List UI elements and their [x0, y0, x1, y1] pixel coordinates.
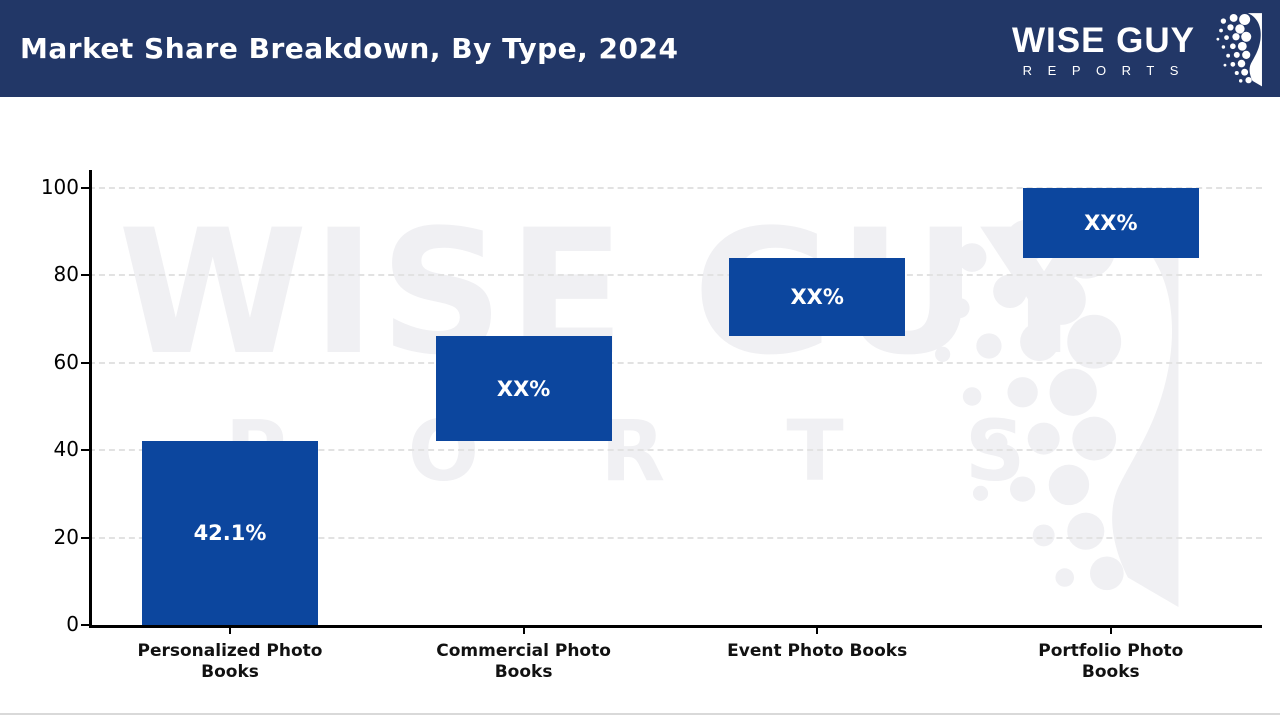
y-axis-tick-label: 40: [53, 437, 79, 461]
y-axis-tick-label: 0: [66, 612, 79, 636]
bar-value-label: XX%: [1084, 210, 1138, 235]
footer-divider: [0, 713, 1280, 715]
logo: WISE GUY R E P O R T S: [1012, 6, 1262, 92]
y-axis-tick-mark: [81, 449, 89, 451]
x-axis-tick-mark: [229, 627, 231, 634]
gridline: [89, 274, 1262, 276]
gridline: [89, 536, 1262, 539]
x-axis-tick-mark: [522, 627, 525, 634]
x-axis-tick-mark: [816, 627, 819, 634]
y-axis-tick-label: 60: [53, 349, 79, 374]
gridline: [89, 361, 1262, 364]
y-axis-tick-mark: [81, 536, 89, 539]
logo-text: WISE GUY R E P O R T S: [1012, 21, 1195, 78]
logo-subtitle: R E P O R T S: [1022, 62, 1185, 78]
bar-personalized-photo-books: 42.1%: [142, 440, 318, 625]
bar-portfolio-photo-books: XX%: [1022, 187, 1199, 258]
gridline: [89, 186, 1262, 189]
x-axis-category-label: Commercial Photo Books: [436, 641, 611, 683]
watermark-text-2: P O R T S: [225, 402, 1072, 500]
page-title: Market Share Breakdown, By Type, 2024: [20, 32, 679, 65]
y-axis-tick-mark: [81, 274, 89, 276]
y-axis-tick-label: 20: [53, 524, 79, 549]
x-axis-category-label: Event Photo Books: [727, 641, 908, 661]
y-axis-tick-mark: [81, 186, 89, 189]
y-axis-tick-label: 80: [53, 262, 79, 286]
watermark-face-icon: [935, 215, 1179, 607]
gridline: [89, 449, 1262, 451]
y-axis-tick-label: 100: [40, 174, 79, 199]
x-axis-category-label: Portfolio Photo Books: [1038, 641, 1184, 683]
logo-face-icon: [1216, 13, 1262, 87]
bar-value-label: XX%: [790, 284, 844, 309]
header-bar: Market Share Breakdown, By Type, 2024 WI…: [0, 0, 1280, 97]
x-axis-line: [89, 625, 1262, 628]
x-axis-category-label: Personalized Photo Books: [137, 641, 323, 683]
chart: WISE GUY P O R T S 0 20 40 60 80 100 42.1% Pers…: [0, 97, 1280, 714]
logo-wordmark: WISE GUY: [1012, 20, 1196, 60]
y-axis-line: [89, 170, 92, 627]
y-axis-tick-mark: [81, 624, 89, 626]
bar-value-label: XX%: [496, 376, 551, 401]
y-axis-tick-mark: [81, 361, 89, 364]
x-axis-tick-mark: [1109, 627, 1112, 634]
bar-event-photo-books: XX%: [729, 257, 906, 337]
bar-commercial-photo-books: XX%: [435, 336, 612, 441]
bar-value-label: 42.1%: [193, 520, 267, 545]
